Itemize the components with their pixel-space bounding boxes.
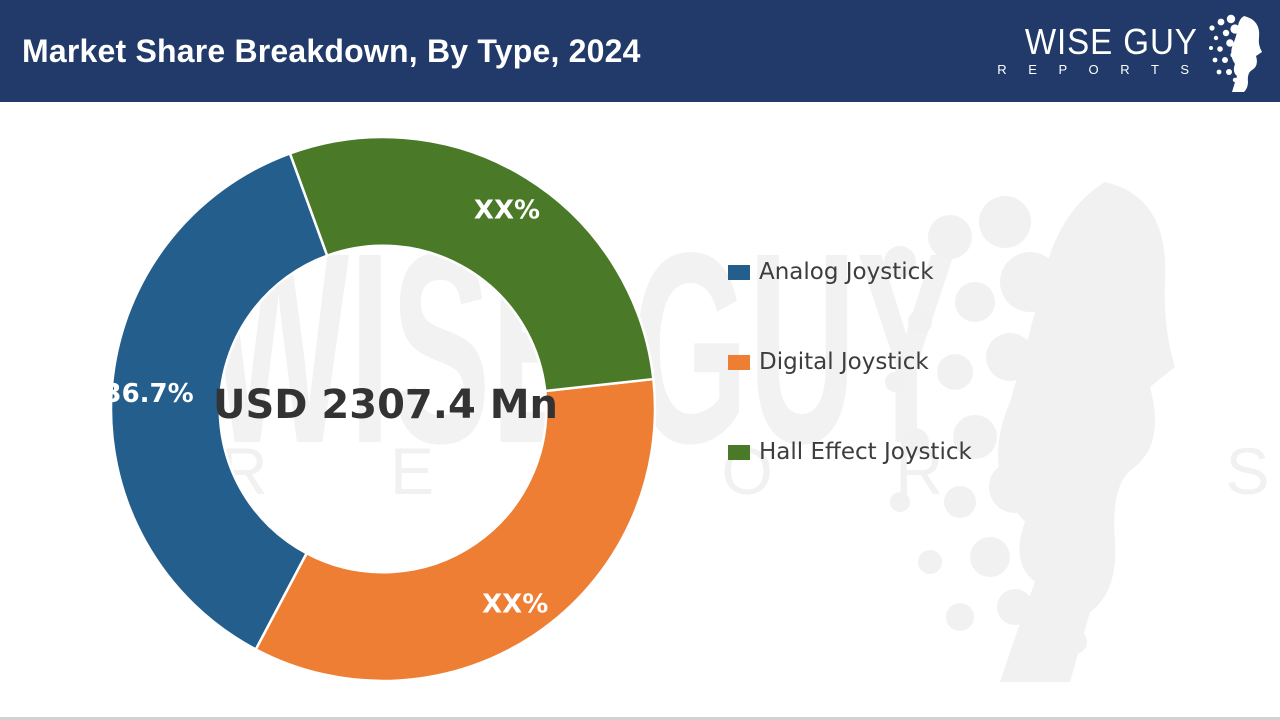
segment-value-label: XX%	[482, 589, 548, 619]
logo-text: WISE GUY R E P O R T S	[997, 24, 1198, 78]
page-title: Market Share Breakdown, By Type, 2024	[22, 33, 641, 69]
donut-segment-digital-joystick	[254, 377, 657, 683]
legend-swatch-analog	[728, 264, 750, 280]
wise-guy-reports-logo: WISE GUY R E P O R T S	[997, 8, 1266, 94]
watermark-dotted-head-graphic	[884, 182, 1175, 682]
bottom-divider-line	[0, 717, 1280, 720]
donut-chart: 36.7% XX% XX%	[108, 135, 657, 683]
segment-value-label: XX%	[474, 195, 540, 225]
legend-label-hall-effect: Hall Effect Joystick	[759, 439, 972, 465]
chart-legend: Analog Joystick Digital Joystick Hall Ef…	[728, 248, 972, 518]
legend-label-digital: Digital Joystick	[759, 349, 929, 375]
logo-reports-text: R E P O R T S	[997, 62, 1198, 77]
legend-swatch-digital	[728, 354, 750, 370]
chart-center-value: USD 2307.4 Mn	[213, 382, 558, 428]
legend-label-analog: Analog Joystick	[759, 259, 934, 285]
segment-value-label: 36.7%	[108, 379, 194, 409]
legend-swatch-hall-effect	[728, 444, 750, 460]
header-bar: Market Share Breakdown, By Type, 2024 WI…	[0, 0, 1280, 102]
legend-item-analog-joystick: Analog Joystick	[728, 248, 972, 296]
donut-segment-analog-joystick	[109, 152, 329, 651]
donut-segment-hall-effect-joystick	[288, 135, 655, 393]
logo-wiseguy-text: WISE GUY	[1025, 21, 1198, 62]
legend-item-hall-effect-joystick: Hall Effect Joystick	[728, 428, 972, 476]
logo-dotted-head-icon	[1209, 14, 1262, 92]
legend-item-digital-joystick: Digital Joystick	[728, 338, 972, 386]
